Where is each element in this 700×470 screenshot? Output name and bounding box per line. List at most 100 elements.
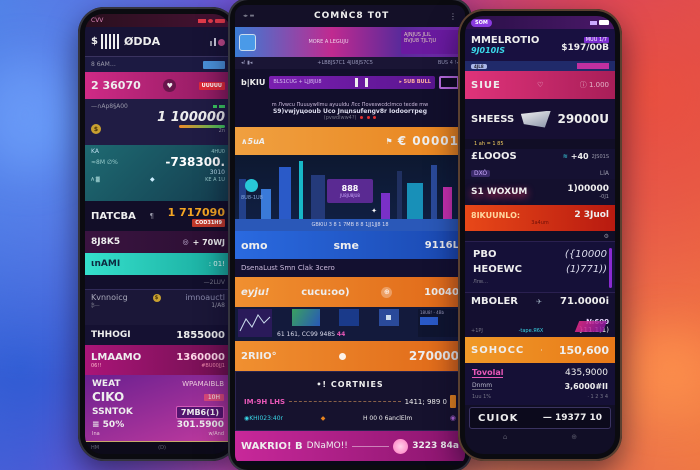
blue-block-icon — [420, 317, 438, 325]
right-cuiok-button[interactable]: CUIOK — 19377 10 — [469, 407, 611, 429]
sheess-value: 29000U — [557, 112, 609, 126]
ciko-label: CIKO — [92, 390, 125, 405]
right-woxum-row[interactable]: S1 WOXUM 1)00000 -0J1 — [465, 179, 615, 205]
orange1-left: eyju! — [241, 286, 270, 298]
speaker-icon — [245, 179, 258, 192]
left-kvn-row[interactable]: Kvnnoicg $ imnoauctl ₿— 1/A8 — [85, 289, 231, 325]
mboler-tape-label: -tape.Я6X — [518, 328, 544, 334]
strip-pill[interactable]: 4JL8 — [471, 63, 487, 69]
loos-sub-right: LlA — [599, 170, 609, 177]
bottom-sub-left: Ina — [92, 431, 100, 437]
tv-icon[interactable] — [439, 75, 459, 89]
right-alert-row[interactable]: 8IKUUNLO: 2 3Juol 3a4um — [465, 205, 615, 231]
right-sohocc-row[interactable]: SOHOCC · 150,600 — [465, 337, 615, 363]
dxo-pill[interactable]: DXÓ — [471, 170, 491, 177]
equalizer-bar — [381, 193, 390, 219]
right-rate-row: 1 ah = 1 85 — [465, 139, 615, 149]
right-nav-bar[interactable]: ⌂ ⊕ — [465, 431, 615, 443]
map-thumb[interactable] — [291, 309, 320, 326]
left-app-title: ØDDA — [123, 35, 161, 48]
center-warrior-row[interactable]: WAKRIO! B DNaMO!! 3223 84a — [235, 431, 465, 461]
total-sub-label: Dnmm — [472, 382, 493, 390]
left-bjeks-row[interactable]: 8J8K5 ◎ + 70WJ — [85, 231, 231, 253]
home-icon[interactable]: ⌂ — [502, 433, 508, 441]
stage-score-box[interactable]: 888 JU8JU8JU8 — [327, 179, 373, 203]
left-header-row[interactable]: $ ØDDA — [85, 27, 231, 57]
nav-home-label[interactable]: HM — [91, 445, 100, 451]
heart-outline-icon[interactable]: ♡ — [537, 81, 544, 89]
left-balance-card[interactable]: —∩Ap8§A00 $ 1 100000 2n — [85, 99, 231, 145]
percent-label: ≡ 50% — [92, 419, 125, 430]
right-total-panel[interactable]: Tovolal 435,9000 Dnmm 3,6000#II 1uu 1% ·… — [465, 363, 615, 405]
right-sive-row[interactable]: SIUE ♡ ⓘ 1.000 — [465, 71, 615, 99]
balance-value: 1 100000 — [157, 110, 225, 125]
center-phone: ◂▸ ▬ COMŃC8 T0T ⋮ MORE A LEGUJU AJNJUS J… — [228, 0, 472, 470]
glow-blob-icon — [393, 438, 409, 454]
liahd-label: LMAAMO — [91, 351, 142, 363]
status-glyphs: ◂▸ ▬ — [243, 13, 255, 19]
sive-value: ⓘ 1.000 — [579, 81, 609, 89]
banner-panel-line1: AJNJUS JLIL — [403, 32, 432, 38]
right-tab-strip[interactable]: 4JL8 — [465, 61, 615, 71]
equalizer-bar — [311, 175, 325, 219]
center-banner[interactable]: MORE A LEGUJU AJNJUS JLIL BVJU8 TJL7JU — [235, 27, 465, 57]
gear-icon[interactable]: ⚙ — [603, 232, 609, 240]
left-bottom-card[interactable]: WEAT WPAMAIBLB CIKO 10H SSNTOK 7MB6(1) ≡… — [85, 375, 231, 441]
weat-value: WPAMAIBLB — [182, 380, 224, 388]
coin-icon: $ — [91, 124, 101, 134]
left-home-bar[interactable]: HM (D) — [85, 441, 231, 454]
progress-bar-text: BLS1CUG + LJJ8JU8 — [273, 79, 322, 85]
center-ticket-banner[interactable]: ∧5uA ⚑ € 00001 — [235, 127, 465, 155]
left-thhogi-row[interactable]: THHOGI 1855000 — [85, 325, 231, 345]
heart-icon[interactable]: ♥ — [163, 79, 177, 92]
center-progress-row[interactable]: b|KIU BLS1CUG + LJJ8JU8 ▸ 5UB BULL — [235, 69, 465, 95]
right-pbo-panel[interactable]: PBO ({10000 HEOEWC (1)771)) Лпв… — [465, 241, 615, 293]
left-status-bar: CVV — [85, 14, 231, 27]
right-header-row[interactable]: MMELROTIO 9J010IS MUU 1/7 $197/00B — [465, 29, 615, 61]
right-gear-row: ⚙ — [465, 231, 615, 241]
video-thumb[interactable] — [378, 309, 399, 326]
woxum-sub: -0J1 — [599, 194, 609, 200]
left-pink-value-row[interactable]: 2 36070 ♥ UUUUU — [85, 72, 231, 99]
thin-right: BUS 4 !◂ — [437, 60, 459, 66]
progress-bar[interactable]: BLS1CUG + LJJ8JU8 ▸ 5UB BULL — [269, 75, 435, 89]
purple-scrollbar[interactable] — [609, 248, 612, 288]
left-subheader-row[interactable]: 8 6AM… — [85, 57, 231, 72]
center-minichart-strip[interactable]: 18U8! - 4Bb 61 161, CC99 948S 44 — [235, 307, 465, 341]
carrier-pill: SOM — [471, 18, 492, 27]
coin-icon: $ — [152, 293, 161, 302]
drop-icon: ◆ — [150, 176, 155, 183]
right-mboler-row[interactable]: MBOLER ✈ 71.0000i +1PJ -tape.Я6X №600 }1… — [465, 293, 615, 337]
banner-panel[interactable]: AJNJUS JLIL BVJU8 TJL7JU — [400, 30, 461, 54]
plus-circle-icon[interactable]: ⊕ — [381, 286, 393, 298]
teal-top-right: 4HU0 — [211, 148, 225, 155]
header-badge: MUU 1/7 — [583, 37, 609, 43]
subtitle-text: DsenaLust Smn Clak 3cero — [241, 264, 335, 272]
center-orange-row-2[interactable]: 2RIIO° 270000 — [235, 341, 465, 371]
globe-icon[interactable]: ⊕ — [571, 433, 578, 441]
minichart-right-pane: 18U8! - 4Bb — [418, 309, 462, 337]
center-phone-screen: ◂▸ ▬ COMŃC8 T0T ⋮ MORE A LEGUJU AJNJUS J… — [235, 5, 465, 465]
red-dot-icon — [373, 115, 377, 119]
eye-icon[interactable]: ◉ — [449, 414, 456, 422]
trend-swoosh-icon — [179, 125, 225, 128]
carrier-label: CVV — [91, 17, 104, 24]
panel-row2-value: H 00 0 6anclElm — [362, 414, 413, 422]
center-blue-row[interactable]: omo sme 9116L — [235, 231, 465, 259]
equalizer-bar — [279, 167, 291, 219]
left-teal-card[interactable]: KA 4HU0 ≈8M ∅% -738300. 3010 ₳ ▓ ◆ KE A … — [85, 145, 231, 201]
flag-icon: ⚑ — [385, 136, 393, 146]
video-thumb[interactable] — [339, 309, 359, 326]
play-icon: ▸ — [399, 79, 402, 85]
menu-icon[interactable]: ⋮ — [448, 11, 457, 21]
left-teal-button[interactable]: ιnAMI : 01! — [85, 253, 231, 275]
left-matcba-row[interactable]: ПATCBA ¶ 1 717090 COD31H9 — [85, 201, 231, 231]
left-liahd-row[interactable]: LMAAMO 06!! 1360000 #BU00JJ1 — [85, 345, 231, 375]
loos-value: +40 — [570, 152, 589, 161]
center-cortnies-panel[interactable]: •! CORTNIES IM-9H LHS 1411; 989 0 ◉KHI02… — [235, 371, 465, 431]
right-sheess-card[interactable]: SHEESS 29000U — [465, 99, 615, 139]
panel-title: •! CORTNIES — [316, 380, 384, 389]
center-orange-row-1[interactable]: eyju! cucu:oo) ⊕ 10040 — [235, 277, 465, 307]
right-loos-row[interactable]: £LOOOS ≋ +40 2JS01S DXÓ LlA — [465, 149, 615, 179]
nav-center-label[interactable]: (D) — [158, 445, 166, 451]
